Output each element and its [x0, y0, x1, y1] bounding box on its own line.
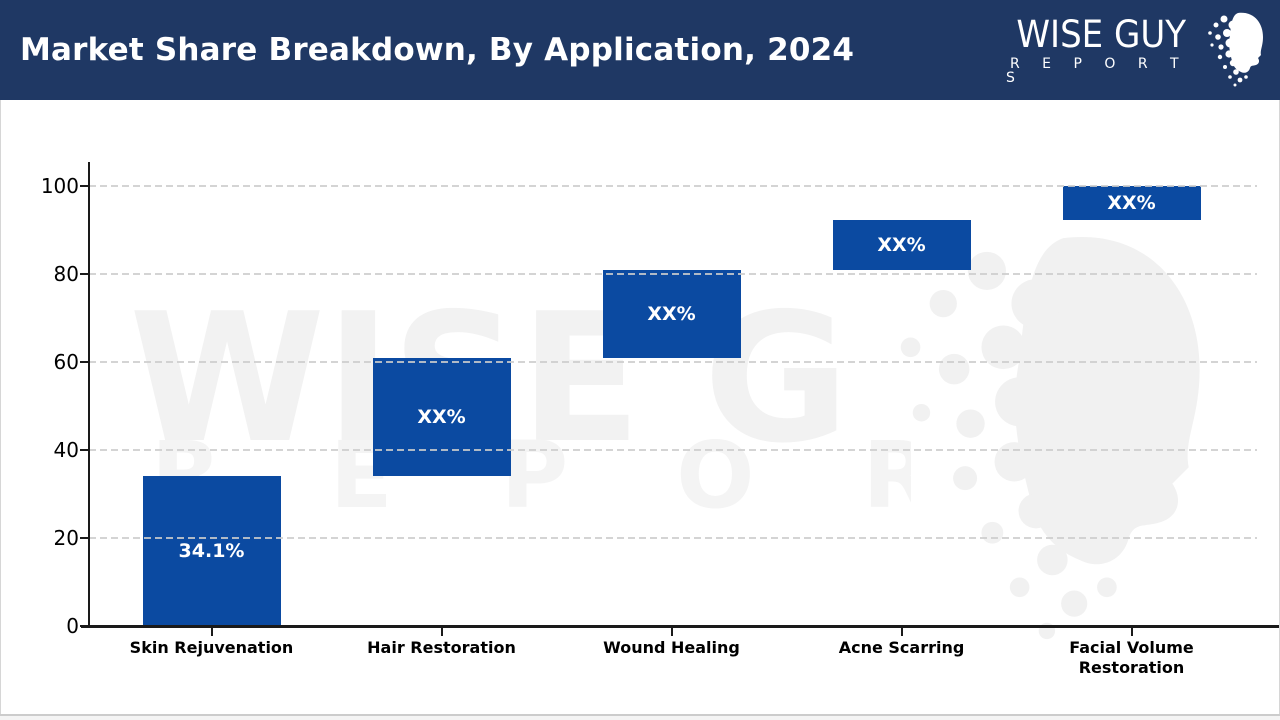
- gridline-y-60: [89, 361, 1257, 363]
- bar-0: 34.1%: [142, 475, 281, 626]
- category-label-0: Skin Rejuvenation: [129, 638, 294, 657]
- y-tick-label-20: 20: [53, 526, 79, 550]
- x-tick-3: [900, 628, 903, 636]
- gridline-y-80: [89, 273, 1257, 275]
- bar-value-label-2: XX%: [647, 303, 696, 326]
- page-title: Market Share Breakdown, By Application, …: [20, 32, 855, 68]
- gridline-y-20: [89, 537, 1257, 539]
- y-tick-40: [80, 449, 89, 451]
- x-tick-1: [440, 628, 443, 636]
- category-label-4: Facial Volume Restoration: [1069, 638, 1194, 677]
- category-label-2: Wound Healing: [603, 638, 740, 657]
- y-tick-100: [80, 185, 89, 187]
- x-tick-0: [210, 628, 213, 636]
- bar-4: XX%: [1062, 186, 1201, 220]
- x-axis-line: [81, 625, 1279, 628]
- gridline-y-40: [89, 449, 1257, 451]
- y-tick-60: [80, 361, 89, 363]
- bar-2: XX%: [602, 270, 741, 359]
- logo-text: WISE GUY R E P O R T S: [1006, 16, 1196, 85]
- y-tick-label-80: 80: [53, 262, 79, 286]
- watermark-head-icon: [900, 236, 1200, 640]
- category-label-3: Acne Scarring: [838, 638, 965, 657]
- logo-head-icon: [1208, 12, 1263, 87]
- logo-sub-text: R E P O R T S: [1006, 55, 1188, 86]
- x-tick-4: [1130, 628, 1133, 636]
- chart-canvas: WISE GUY R E P O R T S 02040608010034.1%…: [1, 100, 1279, 714]
- wise-guy-reports-logo: WISE GUY R E P O R T S: [1006, 6, 1266, 94]
- bar-value-label-1: XX%: [417, 406, 466, 429]
- y-axis-line: [88, 162, 90, 628]
- logo-name-text: WISE GUY: [1016, 12, 1186, 56]
- bar-value-label-0: 34.1%: [178, 539, 245, 562]
- bar-value-label-3: XX%: [877, 233, 926, 256]
- y-tick-20: [80, 537, 89, 539]
- bar-3: XX%: [832, 219, 971, 271]
- header-bar: Market Share Breakdown, By Application, …: [0, 0, 1280, 100]
- x-tick-2: [670, 628, 673, 636]
- bar-value-label-4: XX%: [1107, 191, 1156, 214]
- bottom-border-strip: [0, 714, 1280, 720]
- y-tick-80: [80, 273, 89, 275]
- bar-1: XX%: [372, 358, 511, 476]
- y-tick-label-60: 60: [53, 350, 79, 374]
- y-tick-label-40: 40: [53, 438, 79, 462]
- chart-container: WISE GUY R E P O R T S 02040608010034.1%…: [0, 100, 1280, 714]
- y-tick-label-0: 0: [66, 614, 79, 638]
- y-tick-label-100: 100: [40, 174, 79, 198]
- category-label-1: Hair Restoration: [367, 638, 516, 657]
- gridline-y-100: [89, 185, 1257, 187]
